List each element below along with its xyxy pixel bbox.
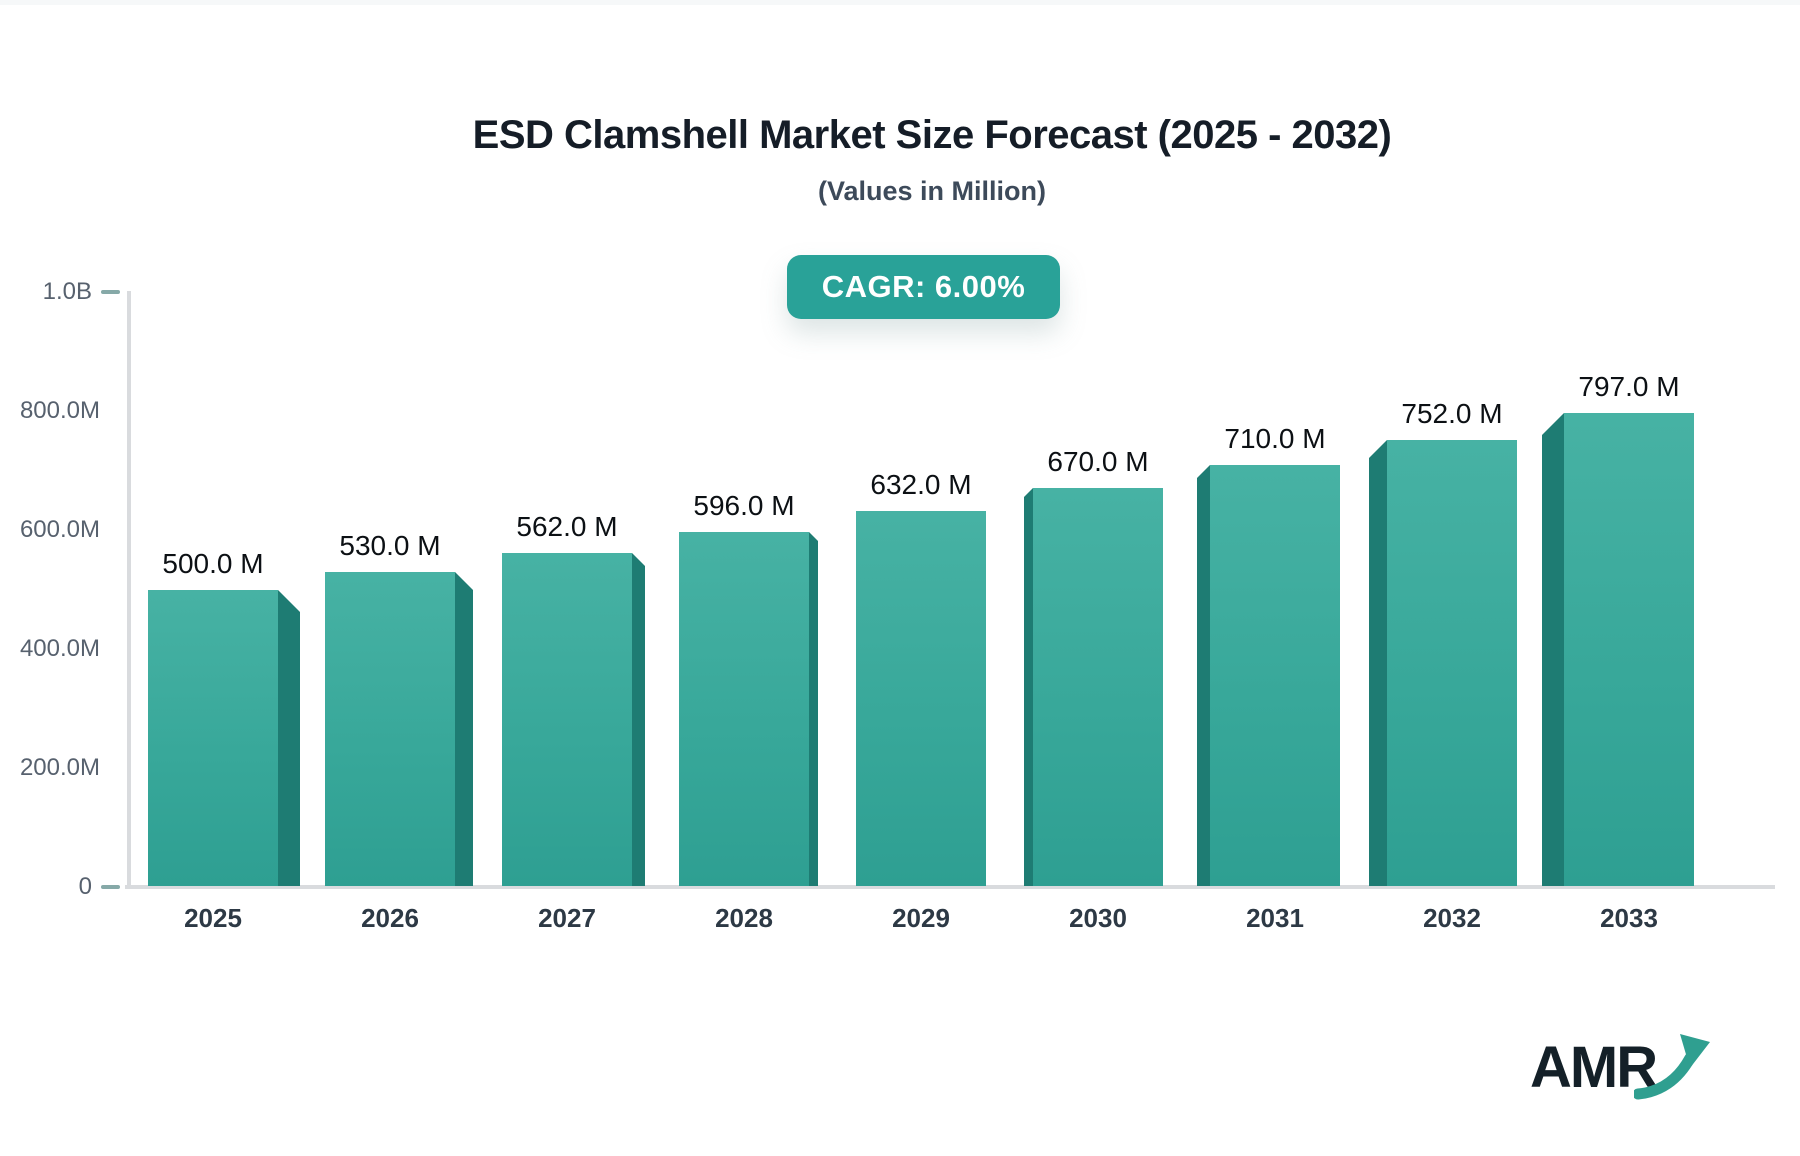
bar-2027 <box>502 553 632 886</box>
bar-3d-side <box>632 553 645 886</box>
x-axis-label: 2030 <box>1069 903 1127 933</box>
chart-title: ESD Clamshell Market Size Forecast (2025… <box>472 113 1392 157</box>
bar-3d-side <box>278 590 300 886</box>
x-axis-line <box>125 885 1775 889</box>
bar-3d-side <box>1542 413 1564 886</box>
bar-2031 <box>1210 465 1340 886</box>
bar-value-label: 632.0 M <box>870 469 972 500</box>
bar-2025 <box>148 590 278 886</box>
bar-3d-side <box>1369 440 1387 886</box>
cagr-badge-text: CAGR: 6.00% <box>821 269 1026 304</box>
x-axis-label: 2026 <box>361 903 419 933</box>
bar-2032 <box>1387 440 1517 886</box>
y-axis-label: 800.0M <box>19 397 100 424</box>
bar-value-label: 562.0 M <box>516 511 618 542</box>
y-axis-label: 400.0M <box>19 635 100 662</box>
amr-logo: AMR <box>1530 1034 1710 1114</box>
x-axis-label: 2029 <box>892 903 950 933</box>
cagr-badge: CAGR: 6.00% <box>787 255 1060 319</box>
y-axis-label: 0 <box>78 873 92 900</box>
top-strip <box>0 0 1800 5</box>
bar-value-label: 670.0 M <box>1047 446 1149 477</box>
bar-3d-side <box>1024 488 1033 886</box>
y-axis-label: 1.0B <box>42 278 92 305</box>
x-axis-label: 2028 <box>715 903 773 933</box>
y-axis-label: 600.0M <box>19 516 100 543</box>
y-axis-line <box>127 291 131 889</box>
bar-value-label: 596.0 M <box>693 490 795 521</box>
bar-3d-side <box>1197 465 1210 886</box>
bar-3d-side <box>809 532 818 886</box>
bar-2028 <box>679 532 809 886</box>
bar-value-label: 710.0 M <box>1224 423 1326 454</box>
x-axis-label: 2027 <box>538 903 596 933</box>
x-axis-label: 2033 <box>1600 903 1658 933</box>
bar-2026 <box>325 572 455 886</box>
bar-2029 <box>856 511 986 886</box>
growth-arrow-icon <box>1634 1034 1710 1100</box>
bar-3d-side <box>455 572 473 886</box>
bar-2033 <box>1564 413 1694 886</box>
bar-value-label: 500.0 M <box>162 548 264 579</box>
bar-2030 <box>1033 488 1163 886</box>
bar-value-label: 797.0 M <box>1578 371 1680 402</box>
y-axis-tick-dash <box>101 885 120 889</box>
x-axis-label: 2032 <box>1423 903 1481 933</box>
x-axis-label: 2031 <box>1246 903 1304 933</box>
chart-subtitle: (Values in Million) <box>817 176 1047 206</box>
y-axis-label: 200.0M <box>19 754 100 781</box>
x-axis-label: 2025 <box>184 903 242 933</box>
bar-value-label: 530.0 M <box>339 530 441 561</box>
y-axis-tick-dash <box>101 290 120 294</box>
bar-value-label: 752.0 M <box>1401 398 1503 429</box>
